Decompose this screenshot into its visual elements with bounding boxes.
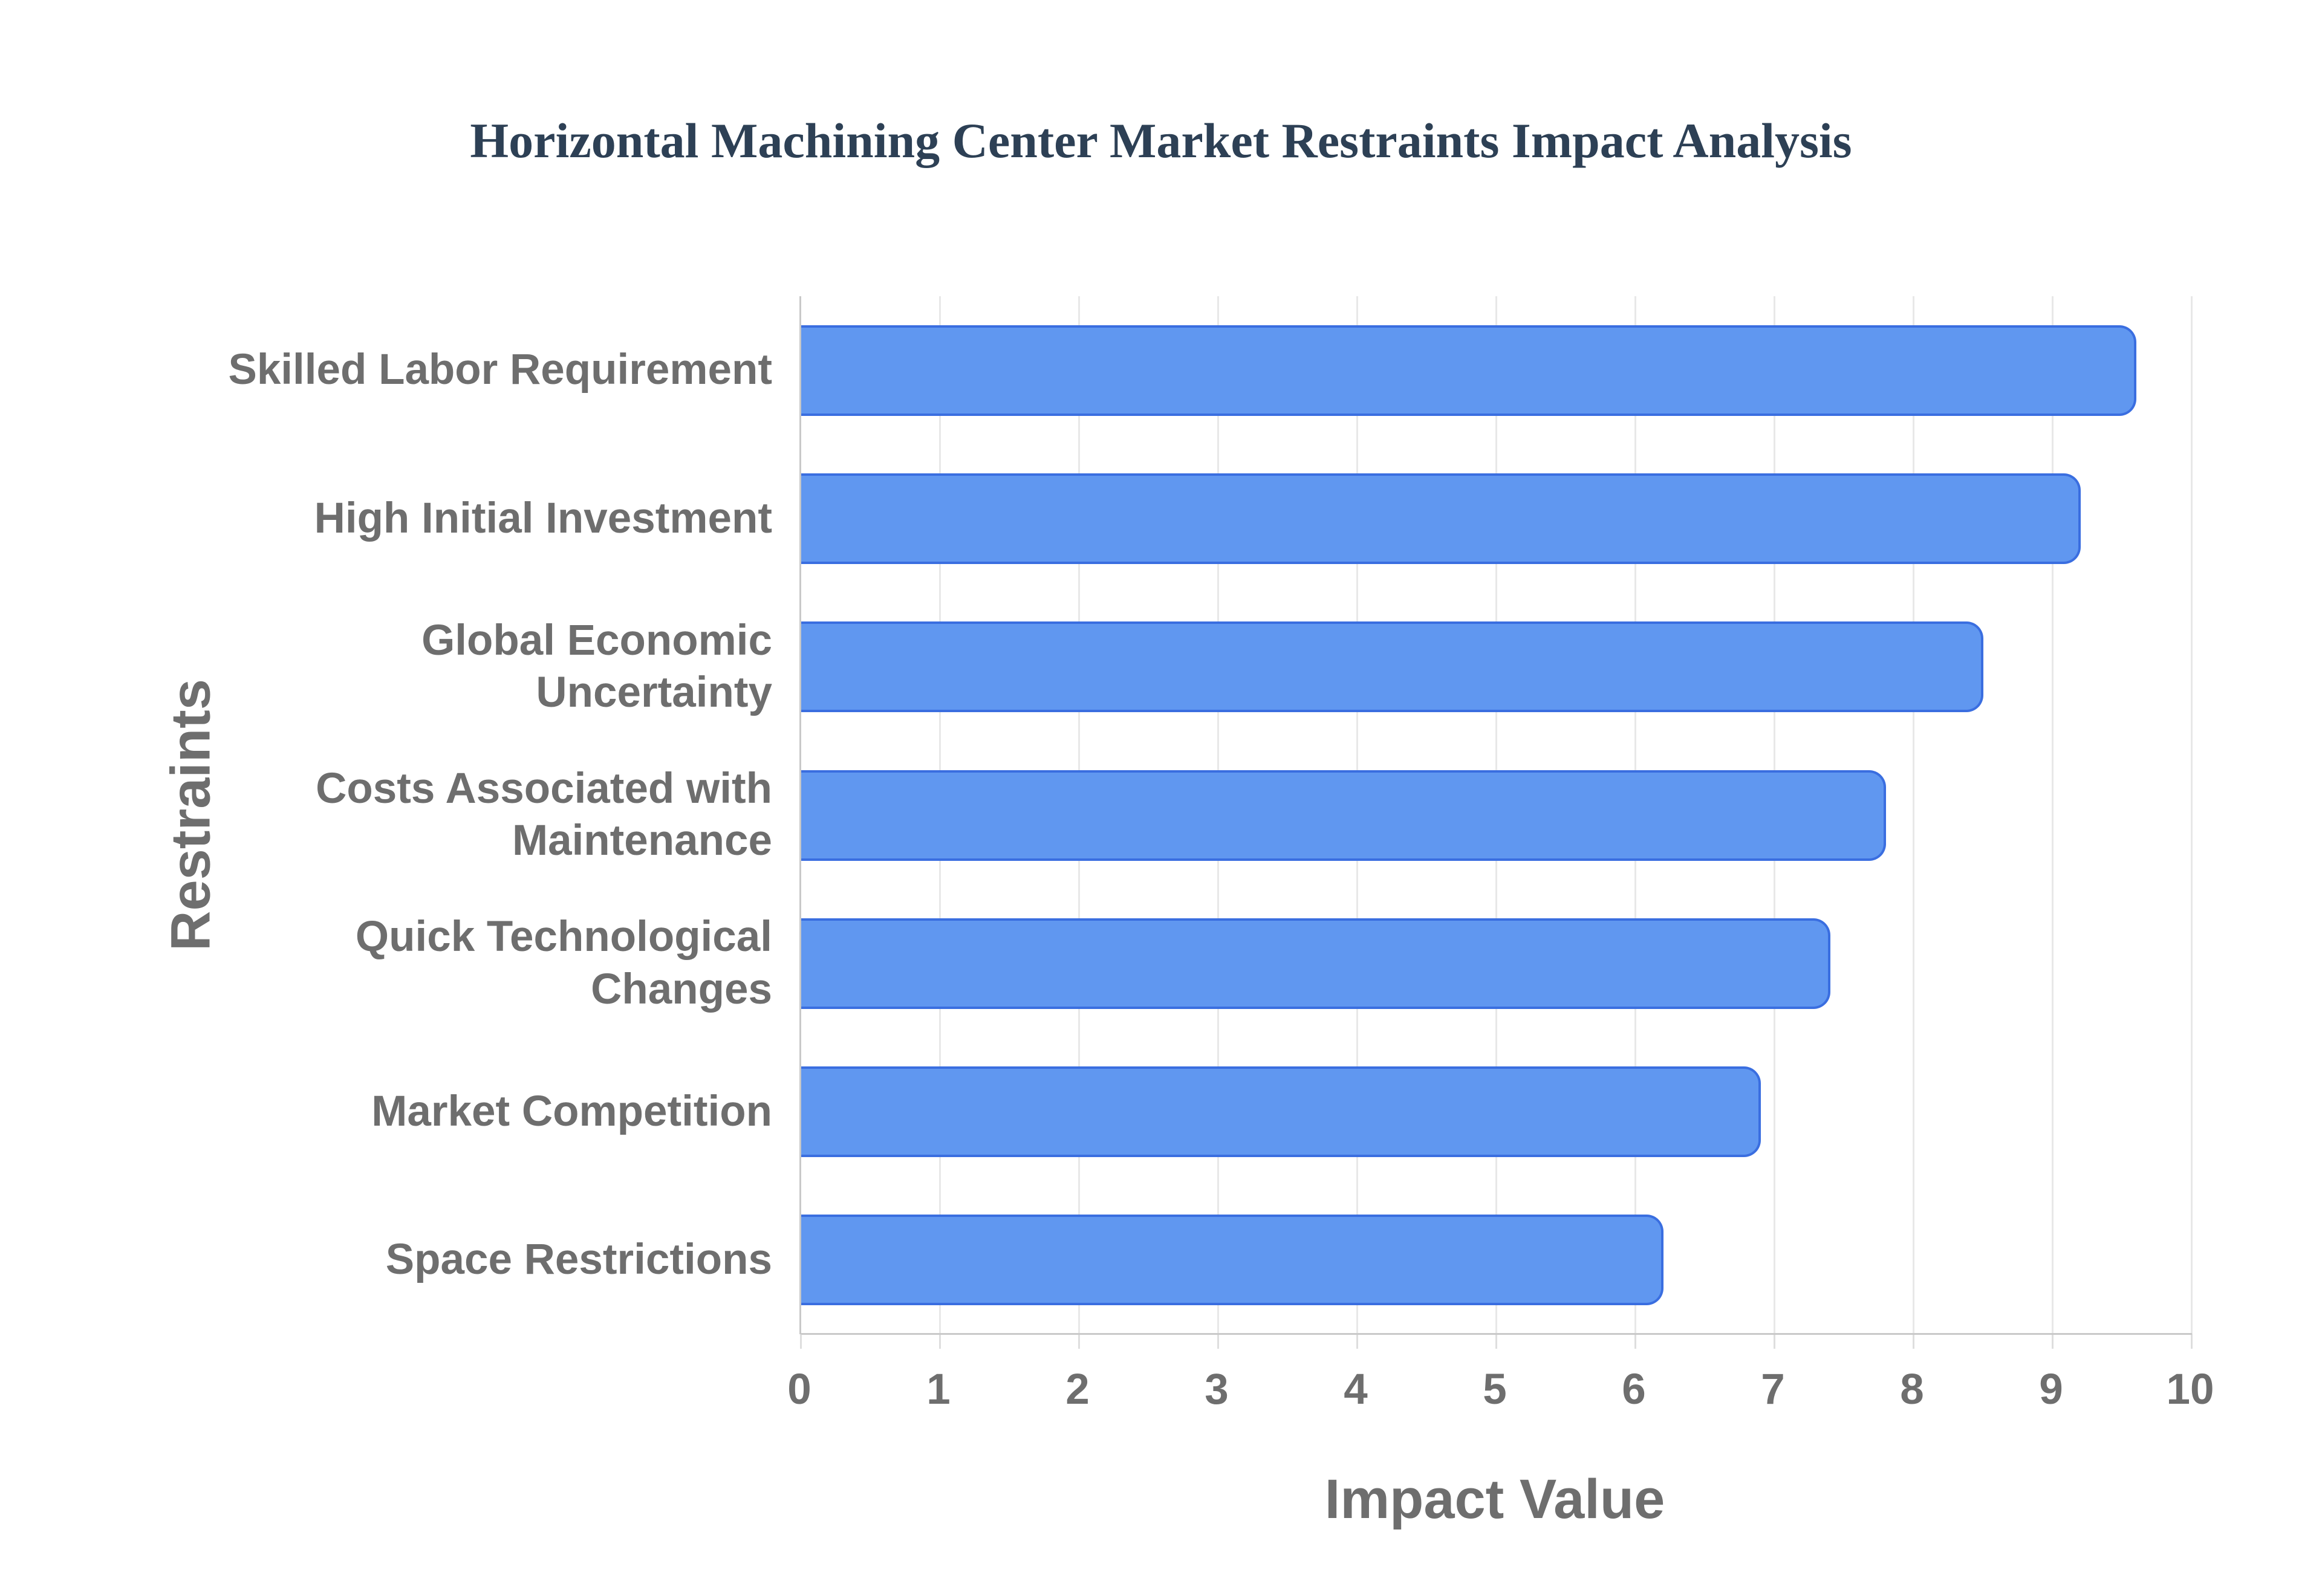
y-axis-label: Quick Technological Changes (355, 913, 772, 1013)
gridline (1913, 296, 1914, 1334)
tick-mark (1356, 1334, 1358, 1349)
bar (801, 770, 1886, 861)
gridline (2052, 296, 2054, 1334)
tick-mark (1217, 1334, 1219, 1349)
x-axis-tick-label: 9 (2039, 1366, 2063, 1413)
x-axis-tick-label: 6 (1622, 1366, 1646, 1413)
bar (801, 918, 1830, 1009)
bar (801, 1066, 1761, 1158)
tick-mark (1634, 1334, 1636, 1349)
tick-mark (1078, 1334, 1080, 1349)
y-axis-label: Skilled Labor Requirement (228, 346, 772, 394)
tick-mark (1774, 1334, 1775, 1349)
tick-mark (1495, 1334, 1497, 1349)
chart-title: Horizontal Machining Center Market Restr… (470, 113, 1852, 168)
y-axis-label: High Initial Investment (314, 494, 772, 542)
x-axis-tick-label: 2 (1065, 1366, 1090, 1413)
x-axis-line (801, 1333, 2192, 1335)
tick-mark (2191, 1334, 2193, 1349)
x-axis-tick-label: 3 (1205, 1366, 1229, 1413)
tick-mark (1913, 1334, 1914, 1349)
bar (801, 1215, 1663, 1306)
tick-mark (939, 1334, 941, 1349)
y-axis-label: Space Restrictions (385, 1236, 772, 1284)
x-axis-tick-label: 4 (1344, 1366, 1368, 1413)
x-axis-tick-label: 1 (926, 1366, 951, 1413)
x-axis-tick-label: 7 (1761, 1366, 1785, 1413)
x-axis-tick-label: 10 (2166, 1366, 2214, 1413)
x-axis-tick-label: 8 (1900, 1366, 1924, 1413)
y-axis-label: Costs Associated with Maintenance (316, 764, 772, 865)
x-axis-title: Impact Value (1324, 1468, 1665, 1530)
tick-mark (2052, 1334, 2054, 1349)
y-axis-label: Market Competition (371, 1087, 772, 1135)
x-axis-tick-label: 5 (1483, 1366, 1507, 1413)
bar (801, 325, 2136, 416)
bar (801, 473, 2081, 564)
y-axis-label: Global Economic Uncertainty (421, 616, 772, 717)
bar (801, 621, 1983, 713)
x-axis-tick-label: 0 (787, 1366, 811, 1413)
gridline (2191, 296, 2193, 1334)
plot-area (799, 296, 2193, 1349)
tick-mark (800, 1334, 802, 1349)
